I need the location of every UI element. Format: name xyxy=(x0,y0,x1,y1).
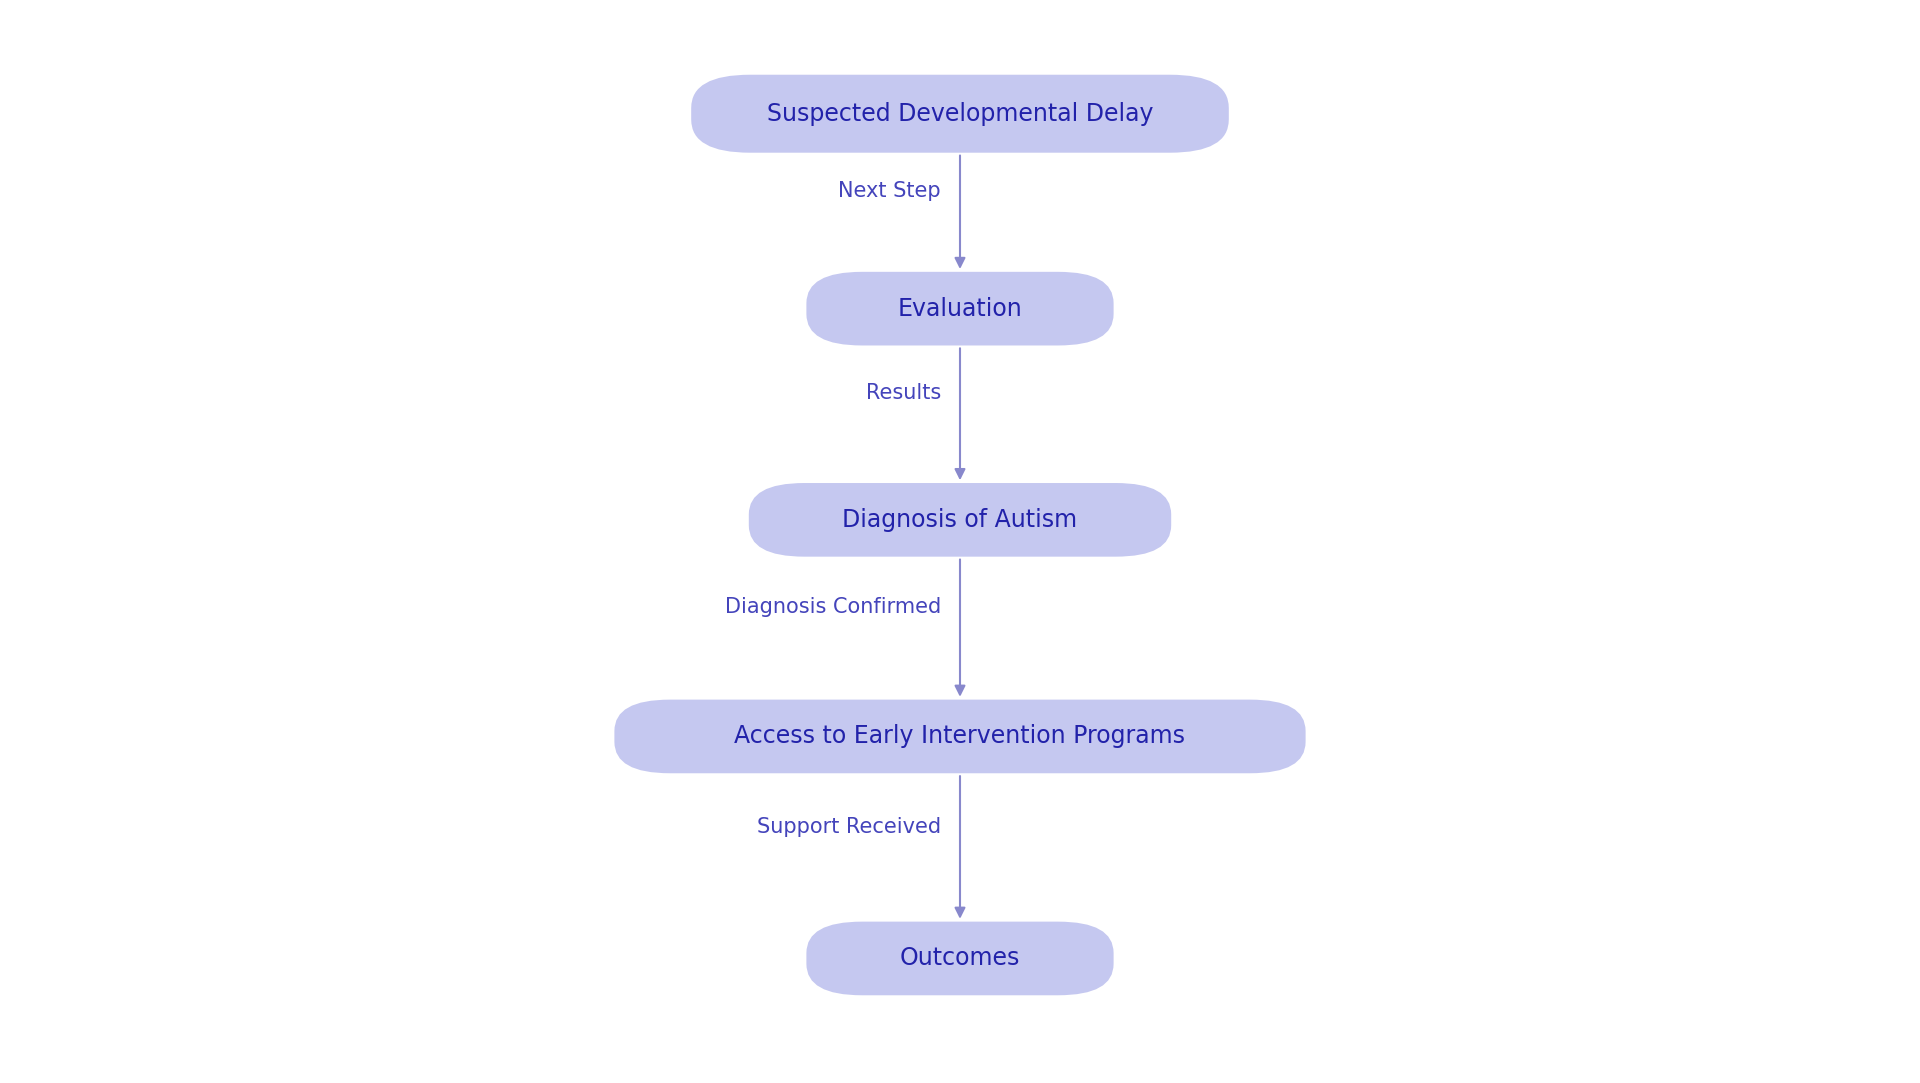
FancyBboxPatch shape xyxy=(806,922,1114,995)
Text: Outcomes: Outcomes xyxy=(900,947,1020,970)
Text: Evaluation: Evaluation xyxy=(899,297,1021,321)
Text: Results: Results xyxy=(866,383,941,403)
FancyBboxPatch shape xyxy=(614,700,1306,773)
Text: Support Received: Support Received xyxy=(756,817,941,837)
FancyBboxPatch shape xyxy=(691,75,1229,153)
Text: Diagnosis Confirmed: Diagnosis Confirmed xyxy=(724,598,941,617)
Text: Next Step: Next Step xyxy=(839,182,941,201)
Text: Access to Early Intervention Programs: Access to Early Intervention Programs xyxy=(735,725,1185,748)
Text: Suspected Developmental Delay: Suspected Developmental Delay xyxy=(766,102,1154,126)
Text: Diagnosis of Autism: Diagnosis of Autism xyxy=(843,508,1077,532)
FancyBboxPatch shape xyxy=(806,272,1114,345)
FancyBboxPatch shape xyxy=(749,483,1171,557)
